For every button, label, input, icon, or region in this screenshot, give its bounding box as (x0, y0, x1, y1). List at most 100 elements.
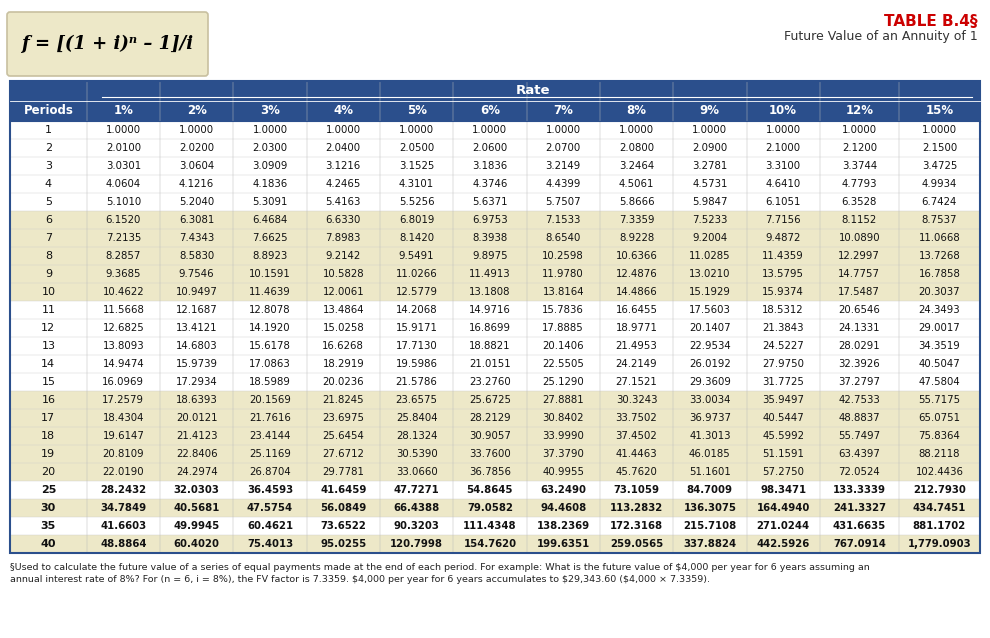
Text: 29.3609: 29.3609 (689, 377, 731, 387)
Text: 18.6393: 18.6393 (176, 395, 218, 405)
Bar (10, 481, 980, 499)
Text: 94.4608: 94.4608 (541, 503, 586, 513)
Text: 2.0700: 2.0700 (545, 143, 581, 153)
Text: 15.9739: 15.9739 (175, 359, 218, 369)
Text: 18.5312: 18.5312 (762, 305, 804, 315)
Bar (10, 301, 980, 319)
Text: 133.3339: 133.3339 (833, 485, 886, 495)
Text: 30.9057: 30.9057 (469, 431, 511, 441)
Text: 27.9750: 27.9750 (762, 359, 804, 369)
Text: 12.2997: 12.2997 (839, 251, 880, 261)
Text: 28.0291: 28.0291 (839, 341, 880, 351)
Text: 2.0200: 2.0200 (179, 143, 214, 153)
Text: 9.8975: 9.8975 (472, 251, 508, 261)
Text: 6.3528: 6.3528 (842, 197, 877, 207)
Text: 27.1521: 27.1521 (616, 377, 657, 387)
Text: 4.0604: 4.0604 (106, 179, 141, 189)
Text: 33.0034: 33.0034 (689, 395, 731, 405)
Text: annual interest rate of 8%? For (n = 6, i = 8%), the FV factor is 7.3359. $4,000: annual interest rate of 8%? For (n = 6, … (10, 575, 710, 584)
Text: 11.4913: 11.4913 (469, 269, 511, 279)
Text: 33.9990: 33.9990 (543, 431, 584, 441)
Text: 37.2797: 37.2797 (839, 377, 880, 387)
Text: 25: 25 (41, 485, 56, 495)
Text: 10.1591: 10.1591 (249, 269, 291, 279)
Text: 54.8645: 54.8645 (466, 485, 513, 495)
Text: 19.5986: 19.5986 (396, 359, 438, 369)
FancyBboxPatch shape (7, 12, 208, 76)
Text: 11.4359: 11.4359 (762, 251, 804, 261)
Text: 3.1216: 3.1216 (326, 161, 361, 171)
Text: 15: 15 (42, 377, 55, 387)
Text: 17.5487: 17.5487 (839, 287, 880, 297)
Text: 25.8404: 25.8404 (396, 413, 438, 423)
Text: 3.1525: 3.1525 (399, 161, 435, 171)
Text: 24.1331: 24.1331 (839, 323, 880, 333)
Bar (10, 535, 980, 553)
Bar (10, 427, 980, 445)
Text: 20.3037: 20.3037 (919, 287, 960, 297)
Text: 20.6546: 20.6546 (839, 305, 880, 315)
Text: 24.2974: 24.2974 (176, 467, 218, 477)
Text: 21.0151: 21.0151 (469, 359, 511, 369)
Text: 30.8402: 30.8402 (543, 413, 584, 423)
Text: 9.3685: 9.3685 (106, 269, 142, 279)
Bar (10, 319, 980, 337)
Text: 95.0255: 95.0255 (320, 539, 366, 549)
Text: 2.1500: 2.1500 (922, 143, 957, 153)
Text: 28.2432: 28.2432 (100, 485, 147, 495)
Text: 22.5505: 22.5505 (543, 359, 584, 369)
Text: 11.0668: 11.0668 (919, 233, 960, 243)
Text: 33.0660: 33.0660 (396, 467, 438, 477)
Text: 37.4502: 37.4502 (616, 431, 657, 441)
Text: 2: 2 (45, 143, 51, 153)
Text: 55.7497: 55.7497 (839, 431, 880, 441)
Text: 5.2040: 5.2040 (179, 197, 214, 207)
Text: 9%: 9% (700, 105, 720, 117)
Text: 17.7130: 17.7130 (396, 341, 438, 351)
Text: 120.7998: 120.7998 (390, 539, 444, 549)
Text: 4.7793: 4.7793 (842, 179, 877, 189)
Text: 40: 40 (41, 539, 56, 549)
Bar (10, 175, 980, 193)
Text: 25.1290: 25.1290 (543, 377, 584, 387)
Text: 1%: 1% (114, 105, 134, 117)
Bar (10, 445, 980, 463)
Text: 73.1059: 73.1059 (614, 485, 659, 495)
Text: 15.1929: 15.1929 (689, 287, 731, 297)
Text: Rate: Rate (516, 84, 550, 98)
Text: 25.6454: 25.6454 (323, 431, 364, 441)
Text: 42.7533: 42.7533 (839, 395, 880, 405)
Text: 8: 8 (45, 251, 51, 261)
Text: 1,779.0903: 1,779.0903 (908, 539, 971, 549)
Text: 20.1407: 20.1407 (689, 323, 731, 333)
Text: 18.9771: 18.9771 (616, 323, 657, 333)
Text: 4.6410: 4.6410 (765, 179, 801, 189)
Text: 15%: 15% (926, 105, 953, 117)
Text: 5.1010: 5.1010 (106, 197, 141, 207)
Text: 98.3471: 98.3471 (760, 485, 806, 495)
Text: 57.2750: 57.2750 (762, 467, 804, 477)
Text: 22.8406: 22.8406 (176, 449, 218, 459)
Text: 172.3168: 172.3168 (610, 521, 663, 531)
Text: 72.0524: 72.0524 (839, 467, 880, 477)
Text: 4.1836: 4.1836 (252, 179, 288, 189)
Text: 40.5047: 40.5047 (919, 359, 960, 369)
Text: 11.5668: 11.5668 (102, 305, 145, 315)
Text: 18.2919: 18.2919 (323, 359, 364, 369)
Text: 14.7757: 14.7757 (839, 269, 880, 279)
Text: 113.2832: 113.2832 (610, 503, 663, 513)
Text: 3: 3 (45, 161, 51, 171)
Text: 12.1687: 12.1687 (176, 305, 218, 315)
Text: 4.9934: 4.9934 (922, 179, 957, 189)
Text: 16.7858: 16.7858 (919, 269, 960, 279)
Text: 40.5681: 40.5681 (173, 503, 220, 513)
Text: 25.1169: 25.1169 (249, 449, 291, 459)
Text: 10.4622: 10.4622 (103, 287, 145, 297)
Text: 9: 9 (45, 269, 51, 279)
Text: 9.2004: 9.2004 (692, 233, 728, 243)
Text: 4.5061: 4.5061 (619, 179, 654, 189)
Text: 2.0600: 2.0600 (472, 143, 508, 153)
Text: 6%: 6% (480, 105, 500, 117)
Text: 30.3243: 30.3243 (616, 395, 657, 405)
Text: 15.6178: 15.6178 (249, 341, 291, 351)
